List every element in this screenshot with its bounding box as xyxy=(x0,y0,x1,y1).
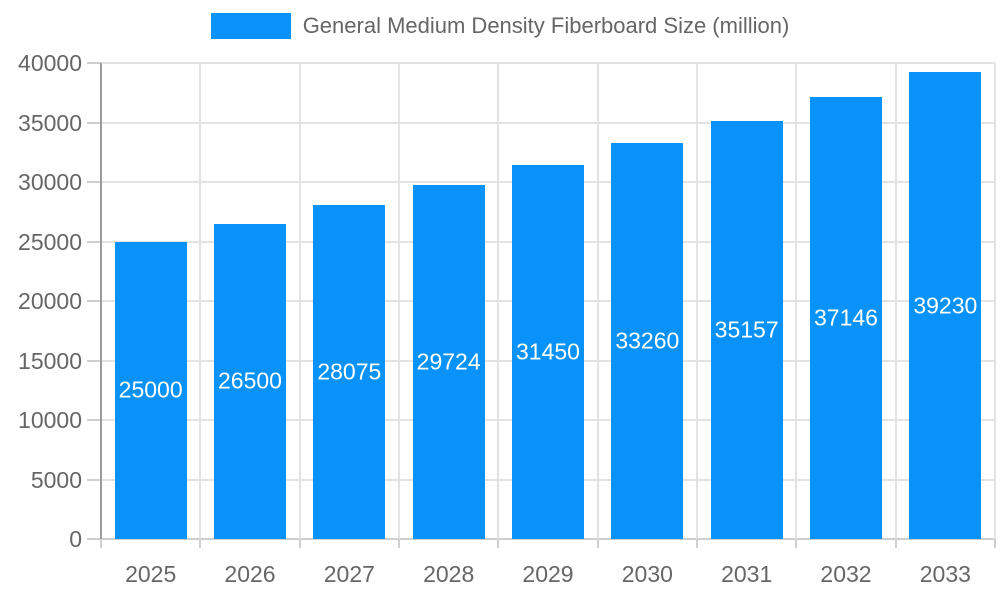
y-tick-label: 0 xyxy=(69,526,82,552)
y-tick-label: 30000 xyxy=(18,169,82,195)
y-tick-mark xyxy=(87,181,101,183)
x-tick-label: 2028 xyxy=(423,561,475,587)
x-tick-label: 2025 xyxy=(125,561,177,587)
bar-value-label: 33260 xyxy=(615,327,680,354)
y-tick-label: 5000 xyxy=(30,466,82,493)
y-axis-line xyxy=(100,63,102,539)
x-tick-label: 2033 xyxy=(919,561,971,587)
x-tick-mark xyxy=(100,539,102,548)
y-tick-label: 25000 xyxy=(18,228,82,255)
x-tick-mark xyxy=(894,539,897,548)
x-tick-mark xyxy=(298,539,301,548)
y-tick-label: 20000 xyxy=(18,288,82,314)
y-tick-mark xyxy=(87,359,101,362)
x-gridline xyxy=(199,63,202,539)
bar-2033[interactable]: 39230 xyxy=(909,72,982,539)
y-tick-label: 15000 xyxy=(18,347,82,374)
bar-value-label: 29724 xyxy=(416,348,481,375)
x-tick-label: 2026 xyxy=(224,561,276,587)
chart-legend: General Medium Density Fiberboard Size (… xyxy=(0,13,1000,39)
x-tick-label: 2027 xyxy=(323,561,375,587)
x-tick-mark xyxy=(696,539,698,548)
x-tick-label: 2031 xyxy=(721,561,773,587)
bar-2027[interactable]: 28075 xyxy=(313,204,386,539)
bar-2030[interactable]: 33260 xyxy=(611,143,684,539)
bar-value-label: 26500 xyxy=(218,367,282,394)
x-tick-mark xyxy=(398,539,400,548)
x-tick-label: 2029 xyxy=(522,561,574,587)
y-tick-mark xyxy=(87,419,101,421)
y-tick-mark xyxy=(87,121,101,124)
y-gridline xyxy=(101,62,995,64)
bar-2026[interactable]: 26500 xyxy=(214,223,286,539)
x-axis-line xyxy=(101,538,995,540)
y-tick-mark xyxy=(87,62,101,64)
legend-swatch-icon xyxy=(210,13,291,39)
x-tick-mark xyxy=(199,539,202,548)
y-tick-label: 10000 xyxy=(18,407,82,433)
y-gridline xyxy=(101,121,995,124)
bar-2031[interactable]: 35157 xyxy=(710,120,783,539)
x-tick-mark xyxy=(795,539,798,548)
y-tick-label: 40000 xyxy=(18,50,82,76)
bar-value-label: 37146 xyxy=(814,304,878,331)
x-gridline xyxy=(298,63,301,539)
bar-value-label: 25000 xyxy=(118,376,183,403)
bar-2029[interactable]: 31450 xyxy=(512,164,584,539)
x-gridline xyxy=(596,63,599,539)
bar-value-label: 39230 xyxy=(913,292,978,319)
x-gridline xyxy=(894,63,897,539)
y-tick-label: 35000 xyxy=(18,109,82,136)
y-tick-mark xyxy=(87,478,101,481)
x-tick-label: 2032 xyxy=(820,561,872,587)
legend-label: General Medium Density Fiberboard Size (… xyxy=(302,13,790,38)
y-tick-mark xyxy=(87,240,101,243)
x-tick-mark xyxy=(994,539,996,548)
bar-2032[interactable]: 37146 xyxy=(810,96,882,539)
y-tick-mark xyxy=(87,538,101,540)
x-gridline xyxy=(497,63,500,539)
y-tick-mark xyxy=(87,300,101,302)
bar-2028[interactable]: 29724 xyxy=(412,185,485,539)
x-gridline xyxy=(994,63,996,539)
bar-value-label: 28075 xyxy=(317,358,382,385)
legend-item[interactable]: General Medium Density Fiberboard Size (… xyxy=(210,13,790,39)
x-tick-label: 2030 xyxy=(621,561,673,587)
x-gridline xyxy=(795,63,798,539)
x-tick-mark xyxy=(596,539,599,548)
bar-value-label: 35157 xyxy=(714,316,779,343)
x-gridline xyxy=(696,63,698,539)
bar-2025[interactable]: 25000 xyxy=(114,241,187,539)
bar-value-label: 31450 xyxy=(516,338,580,365)
x-tick-mark xyxy=(497,539,500,548)
x-gridline xyxy=(398,63,400,539)
